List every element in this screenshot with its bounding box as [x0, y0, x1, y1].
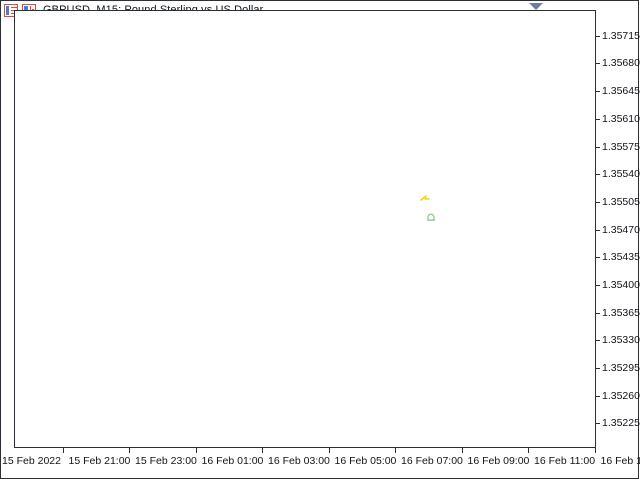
- time-axis-tick: [461, 448, 463, 453]
- price-axis-label: 1.35645: [602, 85, 640, 98]
- time-axis-label: 16 Feb 11:00: [534, 455, 596, 467]
- price-axis-tick: [596, 119, 600, 120]
- alert-bell-marker[interactable]: [425, 210, 437, 222]
- price-axis-tick: [596, 174, 600, 175]
- price-axis-label: 1.35505: [602, 195, 640, 208]
- price-axis-label: 1.35435: [602, 251, 640, 264]
- time-axis-tick: [594, 448, 596, 453]
- price-axis-tick: [596, 91, 600, 92]
- price-axis-label: 1.35400: [602, 278, 640, 291]
- time-axis-label: 15 Feb 21:00: [68, 455, 131, 467]
- data-window-icon[interactable]: [4, 3, 18, 17]
- price-axis-tick: [596, 36, 600, 37]
- time-axis-label: 16 Feb 05:00: [334, 455, 397, 467]
- price-axis-tick: [596, 230, 600, 231]
- price-axis-label: 1.35715: [602, 29, 640, 42]
- price-axis-tick: [596, 340, 600, 341]
- scroll-indicator-triangle: [529, 3, 543, 10]
- price-axis-label: 1.35260: [602, 389, 640, 402]
- price-axis-tick: [596, 63, 600, 64]
- time-axis-label: 16 Feb 09:00: [467, 455, 530, 467]
- price-axis-label: 1.35680: [602, 57, 640, 70]
- price-axis-tick: [596, 147, 600, 148]
- price-axis-label: 1.35330: [602, 334, 640, 347]
- time-axis-tick: [129, 448, 130, 453]
- price-axis-tick: [596, 257, 600, 258]
- price-axis-tick: [596, 423, 600, 424]
- price-axis-label: 1.35470: [602, 223, 640, 236]
- time-axis-tick: [62, 448, 64, 453]
- yellow-arrow-marker[interactable]: [419, 193, 431, 205]
- time-axis-tick: [195, 448, 197, 453]
- price-axis-label: 1.35610: [602, 112, 640, 125]
- time-axis-tick: [528, 448, 529, 453]
- time-axis-label: 15 Feb 23:00: [135, 455, 197, 467]
- price-axis-label: 1.35575: [602, 140, 640, 153]
- price-axis-tick: [596, 368, 600, 369]
- time-axis-label: 16 Feb 07:00: [401, 455, 463, 467]
- time-axis-label: 16 Feb 01:00: [201, 455, 264, 467]
- price-axis-label: 1.35365: [602, 306, 640, 319]
- time-axis-label: 15 Feb 2022: [2, 455, 61, 467]
- time-axis-label: 16 Feb 13:00: [600, 455, 640, 467]
- price-axis-tick: [596, 396, 600, 397]
- time-axis-tick: [328, 448, 330, 453]
- time-axis-tick: [262, 448, 263, 453]
- plot-area: [14, 10, 596, 448]
- price-axis-label: 1.35540: [602, 168, 640, 181]
- price-axis-tick: [596, 285, 600, 286]
- time-axis-tick: [395, 448, 396, 453]
- price-axis-label: 1.35295: [602, 361, 640, 374]
- price-axis-tick: [596, 202, 600, 203]
- price-axis-tick: [596, 313, 600, 314]
- price-axis-label: 1.35225: [602, 417, 640, 430]
- time-axis-label: 16 Feb 03:00: [268, 455, 330, 467]
